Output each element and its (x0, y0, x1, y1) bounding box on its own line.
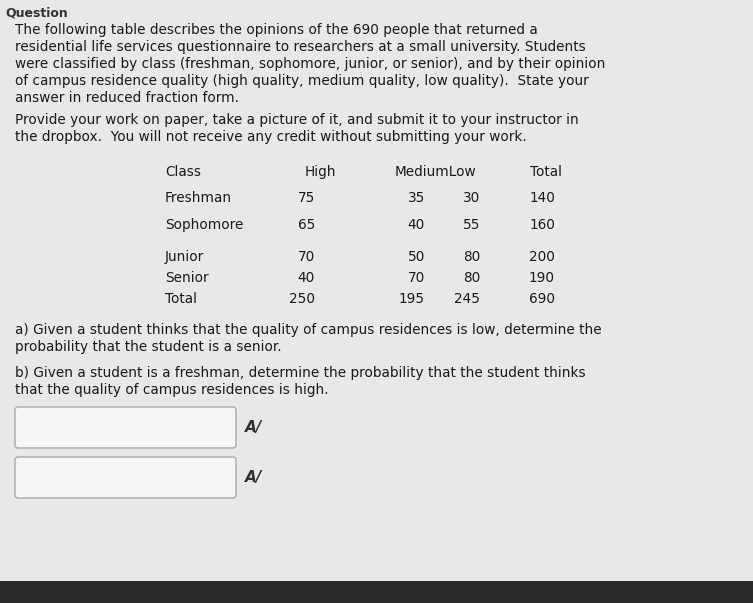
Text: The following table describes the opinions of the 690 people that returned a: The following table describes the opinio… (15, 23, 538, 37)
Text: Class: Class (165, 165, 201, 179)
Text: Total: Total (165, 292, 197, 306)
Text: 30: 30 (463, 191, 480, 205)
Text: 140: 140 (529, 191, 555, 205)
Text: 190: 190 (529, 271, 555, 285)
Text: A/: A/ (245, 420, 262, 435)
Text: Provide your work on paper, take a picture of it, and submit it to your instruct: Provide your work on paper, take a pictu… (15, 113, 579, 127)
Text: 70: 70 (297, 250, 315, 264)
Text: 35: 35 (407, 191, 425, 205)
Text: 200: 200 (529, 250, 555, 264)
Text: residential life services questionnaire to researchers at a small university. St: residential life services questionnaire … (15, 40, 586, 54)
Text: a) Given a student thinks that the quality of campus residences is low, determin: a) Given a student thinks that the quali… (15, 323, 602, 337)
Text: Freshman: Freshman (165, 191, 232, 205)
Text: 245: 245 (454, 292, 480, 306)
Text: probability that the student is a senior.: probability that the student is a senior… (15, 340, 282, 354)
Text: 195: 195 (399, 292, 425, 306)
FancyBboxPatch shape (15, 407, 236, 448)
Text: Sophomore: Sophomore (165, 218, 243, 232)
Text: MediumLow: MediumLow (395, 165, 477, 179)
Text: 160: 160 (529, 218, 555, 232)
Text: Senior: Senior (165, 271, 209, 285)
Text: 65: 65 (297, 218, 315, 232)
Text: 40: 40 (408, 218, 425, 232)
Text: 55: 55 (462, 218, 480, 232)
Text: 40: 40 (297, 271, 315, 285)
Text: the dropbox.  You will not receive any credit without submitting your work.: the dropbox. You will not receive any cr… (15, 130, 527, 144)
Text: b) Given a student is a freshman, determine the probability that the student thi: b) Given a student is a freshman, determ… (15, 366, 586, 380)
Text: that the quality of campus residences is high.: that the quality of campus residences is… (15, 383, 328, 397)
Text: 80: 80 (463, 250, 480, 264)
Text: were classified by class (freshman, sophomore, junior, or senior), and by their : were classified by class (freshman, soph… (15, 57, 605, 71)
Text: 250: 250 (289, 292, 315, 306)
Text: Question: Question (5, 6, 68, 19)
Text: 70: 70 (408, 271, 425, 285)
Text: 80: 80 (463, 271, 480, 285)
Text: 75: 75 (297, 191, 315, 205)
Text: Total: Total (530, 165, 562, 179)
Text: answer in reduced fraction form.: answer in reduced fraction form. (15, 91, 239, 105)
Text: High: High (305, 165, 337, 179)
Text: 690: 690 (529, 292, 555, 306)
Text: 50: 50 (407, 250, 425, 264)
Text: Junior: Junior (165, 250, 204, 264)
Text: of campus residence quality (high quality, medium quality, low quality).  State : of campus residence quality (high qualit… (15, 74, 589, 88)
FancyBboxPatch shape (15, 457, 236, 498)
Bar (0, 581, 753, 603)
Text: A/: A/ (245, 470, 262, 485)
